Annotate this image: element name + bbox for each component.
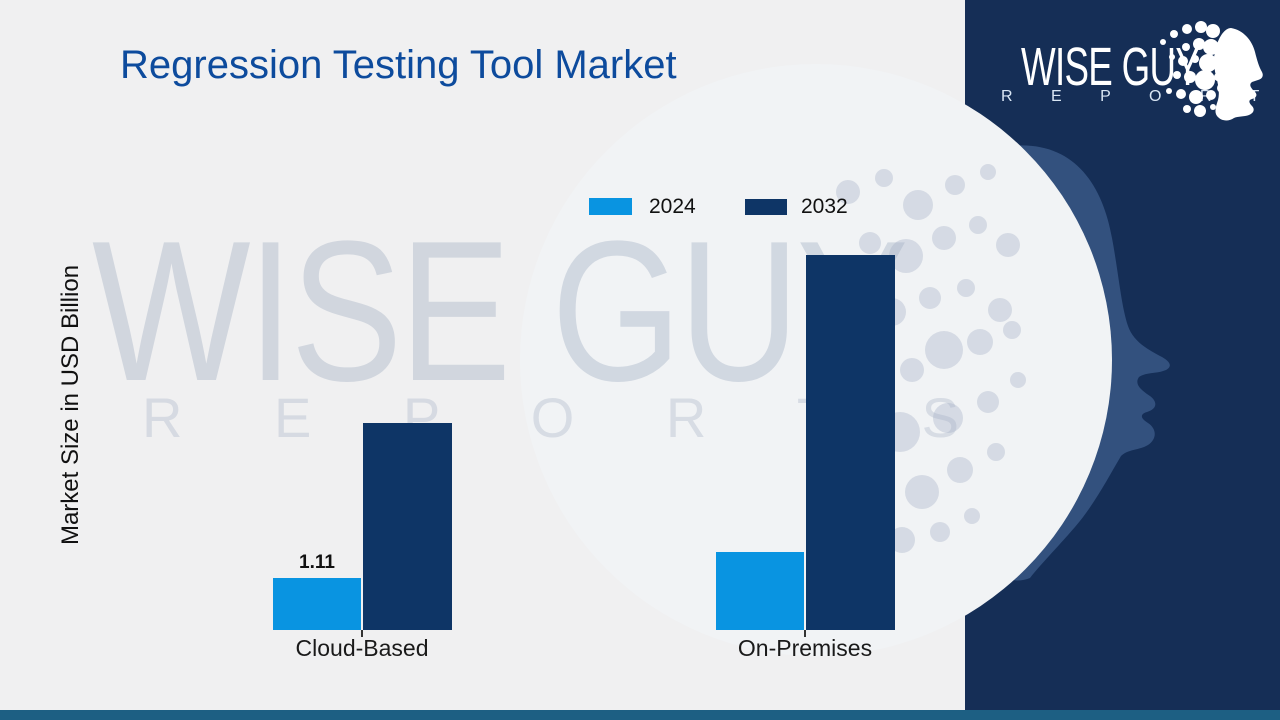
logo-head-dot — [1160, 39, 1166, 45]
watermark-dot — [996, 233, 1020, 257]
x-axis-tick — [361, 630, 363, 637]
bar-value-label: 1.11 — [299, 552, 335, 573]
x-axis-tick — [804, 630, 806, 637]
bar-on-premises-2032 — [806, 255, 895, 630]
watermark-dot — [903, 190, 933, 220]
watermark-text-wiseguy: WISE GUY — [92, 200, 909, 423]
category-label-on-premises: On-Premises — [737, 635, 873, 661]
legend-label-2032: 2032 — [801, 195, 848, 218]
logo-head-dot — [1182, 24, 1192, 34]
logo-head-dot — [1173, 71, 1181, 79]
watermark-dot — [980, 164, 996, 180]
bar-on-premises-2024 — [716, 552, 804, 630]
logo-head-dot — [1184, 71, 1196, 83]
bar-cloud-based-2024 — [273, 578, 361, 630]
logo-head-dot — [1195, 21, 1207, 33]
logo-head-dot — [1203, 39, 1219, 55]
watermark-dot — [919, 287, 941, 309]
logo-head-dot — [1195, 70, 1215, 90]
logo-head-icon — [1160, 21, 1263, 121]
logo-head-dot — [1183, 105, 1191, 113]
logo-head-dot — [1169, 54, 1175, 60]
watermark-dot — [988, 298, 1012, 322]
watermark-dot — [957, 279, 975, 297]
chart-title: Regression Testing Tool Market — [120, 43, 677, 87]
logo-head-dot — [1217, 83, 1227, 93]
watermark-dot — [945, 175, 965, 195]
logo-head-dot — [1182, 43, 1190, 51]
watermark-dot — [925, 331, 963, 369]
watermark-dot — [900, 358, 924, 382]
watermark-dot — [932, 226, 956, 250]
legend-swatch-2032 — [745, 199, 787, 215]
watermark-dot — [967, 329, 993, 355]
y-axis-label: Market Size in USD Billion — [57, 264, 84, 546]
logo-head-dot — [1220, 97, 1228, 105]
watermark-dot — [964, 508, 980, 524]
watermark-dot — [875, 169, 893, 187]
watermark-dot — [930, 522, 950, 542]
logo-head-dot — [1199, 54, 1217, 72]
logo-head-dot — [1206, 24, 1220, 38]
logo-head-dot — [1170, 30, 1178, 38]
logo-head-dot — [1206, 90, 1216, 100]
watermark-dot — [836, 180, 860, 204]
logo-text-wiseguy: WISE GUY — [1021, 37, 1200, 97]
logo-head-dot — [1176, 89, 1186, 99]
watermark-dot — [987, 443, 1005, 461]
watermark-dot — [1003, 321, 1021, 339]
watermark-dot — [859, 232, 881, 254]
logo-head-dot — [1210, 104, 1216, 110]
legend-label-2024: 2024 — [649, 195, 696, 218]
logo-head-dot — [1214, 73, 1222, 81]
watermark-dot — [933, 403, 963, 433]
watermark-dot — [969, 216, 987, 234]
watermark-dot — [947, 457, 973, 483]
watermark-dot — [905, 475, 939, 509]
legend-swatch-2024 — [589, 198, 632, 215]
logo-head-dot — [1214, 52, 1224, 62]
watermark-dot — [1010, 372, 1026, 388]
watermark-dot — [977, 391, 999, 413]
bottom-accent-strip — [0, 710, 1280, 720]
bar-cloud-based-2032 — [363, 423, 452, 630]
logo-head-dot — [1194, 105, 1206, 117]
logo-head-dot — [1193, 38, 1205, 50]
logo-head-dot — [1191, 55, 1199, 63]
logo-head-dot — [1189, 90, 1203, 104]
category-label-cloud-based: Cloud-Based — [295, 635, 429, 661]
logo-head-dot — [1178, 56, 1188, 66]
logo-head-dot — [1166, 88, 1172, 94]
